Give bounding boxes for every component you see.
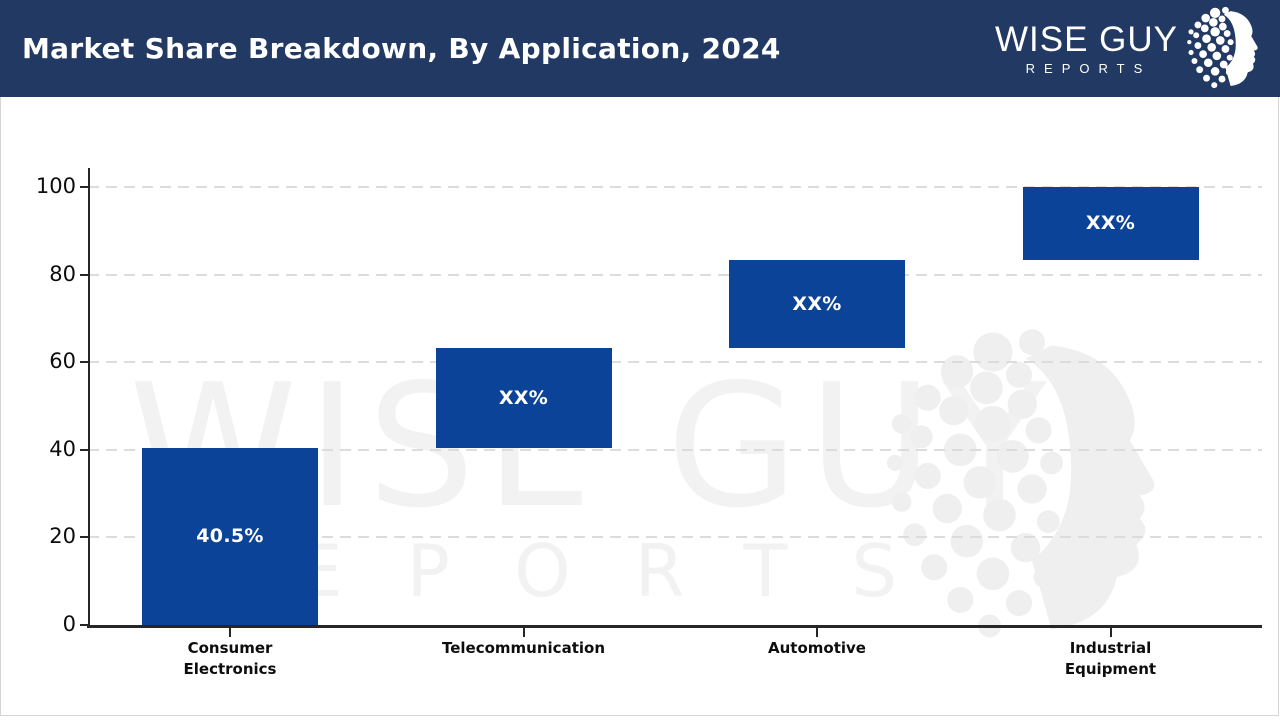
x-category-label-line: Consumer bbox=[187, 639, 273, 657]
bar-consumer-electronics: 40.5% bbox=[142, 447, 318, 625]
x-category-label-line: Electronics bbox=[183, 660, 277, 678]
wise-guy-logo: WISE GUY REPORTS bbox=[995, 6, 1262, 92]
y-axis-tick-100 bbox=[80, 186, 88, 188]
x-category-label: Automotive bbox=[687, 638, 947, 659]
bar-value-label: 40.5% bbox=[196, 525, 264, 548]
x-category-label: Consumer Electronics bbox=[100, 638, 360, 680]
logo-head-icon bbox=[1187, 6, 1258, 88]
y-tick-label-80: 80 bbox=[49, 261, 76, 286]
gridline-60 bbox=[88, 361, 1262, 364]
x-axis-tick-0 bbox=[229, 628, 231, 637]
y-tick-label-20: 20 bbox=[49, 524, 76, 549]
y-axis-tick-60 bbox=[80, 361, 88, 364]
x-category-label: Telecommunication bbox=[394, 638, 654, 659]
y-axis-tick-20 bbox=[80, 536, 88, 539]
x-category-label: Industrial Equipment bbox=[981, 638, 1241, 680]
bar-value-label: XX% bbox=[792, 292, 842, 315]
header: Market Share Breakdown, By Application, … bbox=[0, 0, 1280, 97]
logo-subname: REPORTS bbox=[1025, 60, 1152, 76]
bar-industrial-equipment: XX% bbox=[1022, 187, 1199, 260]
bar-telecommunication: XX% bbox=[435, 347, 612, 448]
gridline-40 bbox=[88, 448, 1262, 451]
bar-value-label: XX% bbox=[498, 386, 549, 409]
x-axis-tick-2 bbox=[816, 628, 818, 637]
logo-text: WISE GUY REPORTS bbox=[995, 22, 1178, 76]
y-axis-tick-80 bbox=[80, 273, 88, 276]
y-axis-tick-40 bbox=[80, 448, 88, 451]
page-title: Market Share Breakdown, By Application, … bbox=[22, 32, 781, 65]
x-category-label-line: Telecommunication bbox=[442, 639, 605, 657]
bar-automotive: XX% bbox=[729, 259, 905, 348]
bar-value-label: XX% bbox=[1085, 212, 1136, 235]
y-tick-label-100: 100 bbox=[35, 174, 76, 198]
y-axis-tick-0 bbox=[80, 624, 88, 626]
x-axis-line bbox=[87, 625, 1262, 628]
x-category-label-line: Equipment bbox=[1064, 660, 1157, 678]
y-tick-label-40: 40 bbox=[49, 436, 76, 461]
y-tick-label-0: 0 bbox=[62, 612, 76, 636]
x-category-label-line: Automotive bbox=[768, 639, 866, 657]
x-category-label-line: Industrial bbox=[1069, 639, 1152, 657]
gridline-80 bbox=[88, 273, 1262, 276]
gridline-20 bbox=[88, 536, 1262, 539]
y-tick-label-60: 60 bbox=[49, 349, 76, 374]
logo-name: WISE GUY bbox=[994, 19, 1178, 59]
gridline-100 bbox=[88, 186, 1262, 188]
y-axis-line bbox=[88, 168, 90, 627]
x-axis-tick-3 bbox=[1109, 628, 1112, 637]
watermark-head-icon bbox=[886, 329, 1155, 638]
x-axis-tick-1 bbox=[522, 628, 525, 637]
